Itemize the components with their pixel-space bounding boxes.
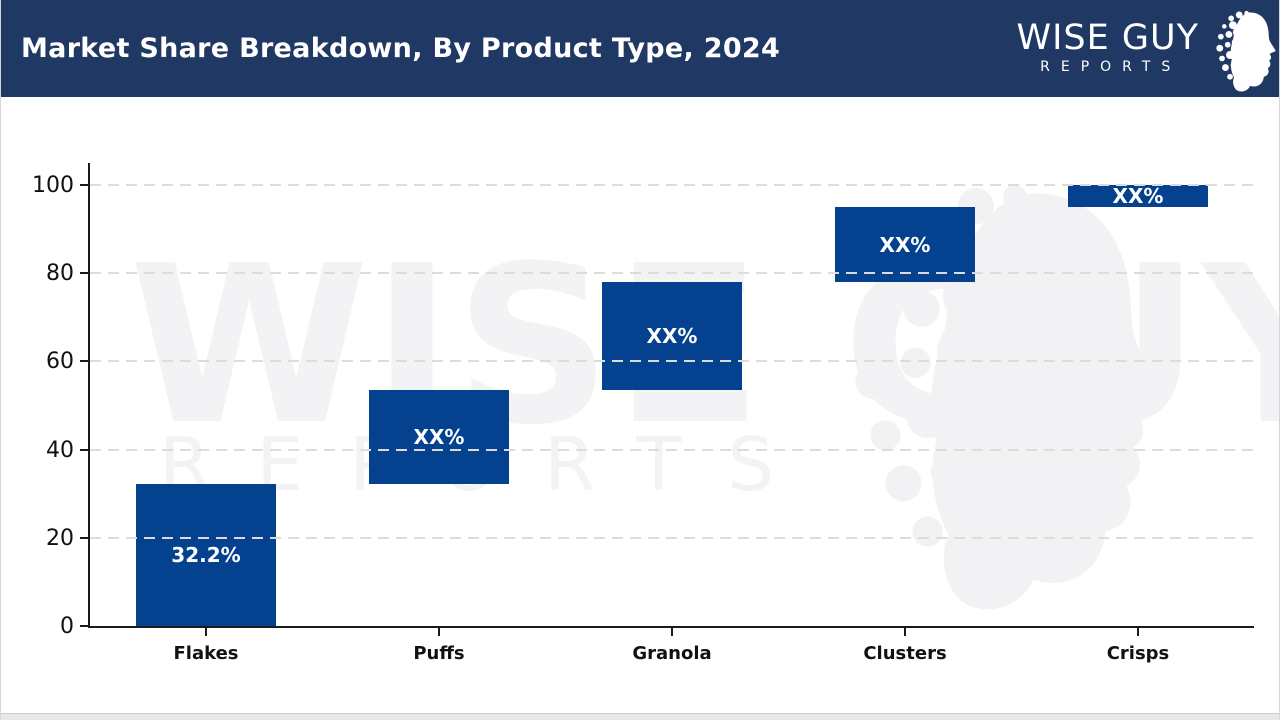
brand-subtitle: REPORTS bbox=[1040, 58, 1182, 75]
bar-puffs: XX% bbox=[369, 390, 509, 484]
y-tick-label: 100 bbox=[32, 173, 74, 199]
x-category-label: Flakes bbox=[173, 643, 239, 664]
bar-value-label: 32.2% bbox=[171, 543, 241, 567]
x-category-label: Granola bbox=[632, 643, 712, 664]
x-tick-mark bbox=[904, 628, 906, 636]
x-category-label: Clusters bbox=[863, 643, 947, 664]
gridline-80 bbox=[90, 272, 1254, 275]
y-tick-mark bbox=[80, 184, 88, 187]
gridline-40 bbox=[90, 448, 1254, 451]
page-title: Market Share Breakdown, By Product Type,… bbox=[21, 33, 781, 64]
bottom-edge-strip bbox=[1, 713, 1279, 720]
y-axis-line bbox=[88, 163, 90, 628]
bar-clusters: XX% bbox=[835, 207, 975, 282]
x-tick-mark bbox=[438, 628, 440, 636]
x-category-label: Crisps bbox=[1106, 643, 1170, 664]
header-bar: Market Share Breakdown, By Product Type,… bbox=[1, 0, 1279, 97]
bar-value-label: XX% bbox=[879, 232, 931, 257]
bar-flakes: 32.2% bbox=[136, 484, 276, 626]
y-tick-label: 60 bbox=[46, 349, 74, 375]
x-axis-line bbox=[88, 626, 1254, 628]
x-category-label: Puffs bbox=[413, 643, 465, 664]
x-tick-mark bbox=[205, 628, 207, 636]
y-tick-label: 80 bbox=[46, 261, 74, 287]
bar-granola: XX% bbox=[602, 282, 742, 390]
x-tick-mark bbox=[1137, 628, 1139, 636]
y-tick-mark bbox=[80, 360, 88, 363]
y-tick-label: 0 bbox=[60, 614, 74, 639]
brand-name: WISE GUY bbox=[1016, 18, 1199, 58]
y-tick-label: 20 bbox=[46, 525, 74, 551]
y-tick-mark bbox=[80, 625, 88, 627]
brand-wordmark: WISE GUY REPORTS bbox=[1016, 20, 1199, 75]
gridline-100 bbox=[90, 184, 1254, 187]
watermark-dotted-face-icon bbox=[855, 185, 1169, 610]
gridline-60 bbox=[90, 360, 1254, 363]
chart-plot-area: 0 20 40 60 80 100 32.2% Flakes XX% Puffs XX% Granol… bbox=[32, 163, 1254, 664]
bar-value-label: XX% bbox=[413, 425, 465, 449]
y-tick-mark bbox=[80, 448, 88, 451]
brand-dotted-face-icon bbox=[1216, 10, 1276, 92]
y-tick-mark bbox=[80, 272, 88, 275]
x-tick-mark bbox=[671, 628, 673, 636]
gridline-20 bbox=[90, 536, 1254, 539]
brand-logo: WISE GUY REPORTS bbox=[1007, 4, 1277, 94]
bar-value-label: XX% bbox=[1112, 184, 1164, 208]
bar-crisps: XX% bbox=[1068, 184, 1208, 208]
y-tick-label: 40 bbox=[46, 437, 74, 463]
y-tick-mark bbox=[80, 536, 88, 539]
bar-value-label: XX% bbox=[646, 324, 698, 348]
